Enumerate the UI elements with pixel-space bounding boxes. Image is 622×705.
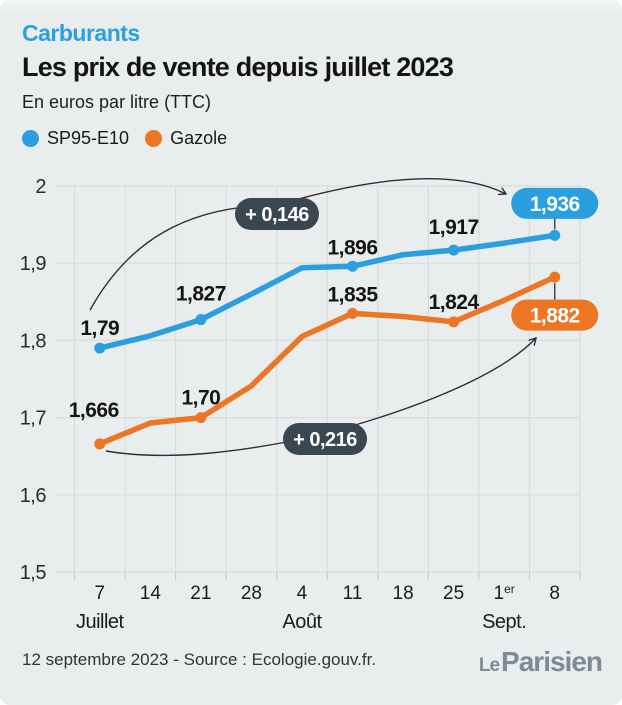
point-value-label: 1,827	[176, 283, 226, 306]
x-tick-label: 14	[140, 583, 162, 604]
month-label: Août	[282, 611, 322, 633]
y-tick-label: 1,6	[20, 485, 47, 507]
month-label: Sept.	[482, 611, 526, 633]
x-tick-label: 18	[393, 583, 414, 604]
x-tick-label: 4	[297, 583, 308, 604]
delta-annotation-pill	[283, 423, 367, 455]
x-tick-label: 25	[443, 583, 464, 604]
data-point	[195, 412, 207, 424]
data-point	[448, 244, 460, 256]
data-point	[195, 314, 207, 326]
legend-item-gazole: Gazole	[145, 128, 227, 149]
x-tick-label: 21	[190, 583, 211, 604]
y-tick-label: 1,5	[20, 562, 47, 584]
data-point	[94, 438, 106, 450]
data-point	[347, 307, 359, 319]
footer: 12 septembre 2023 - Source : Ecologie.go…	[22, 646, 603, 677]
page-title: Les prix de vente depuis juillet 2023	[22, 52, 454, 82]
end-value-badge-text: 1,882	[530, 305, 580, 328]
series-line-sp95-e10	[97, 232, 558, 351]
data-point	[549, 229, 561, 241]
end-value-badge-text: 1,936	[530, 193, 580, 216]
x-tick-label: 7	[94, 583, 105, 604]
point-value-label: 1,917	[429, 216, 479, 239]
point-value-label: 1,70	[181, 387, 220, 410]
point-value-label: 1,835	[327, 283, 378, 306]
y-tick-label: 2	[35, 176, 46, 198]
x-tick-label: 28	[241, 583, 262, 604]
point-value-label: 1,666	[69, 399, 119, 422]
source-note: 12 septembre 2023 - Source : Ecologie.go…	[22, 650, 377, 669]
delta-annotation-pill	[235, 198, 319, 230]
y-tick-label: 1,8	[20, 330, 47, 352]
x-tick-label: 11	[343, 583, 363, 604]
data-point	[94, 342, 106, 354]
y-tick-label: 1,9	[20, 253, 47, 275]
month-label: Juillet	[76, 611, 125, 633]
point-value-label: 1,896	[327, 236, 377, 259]
legend-label-sp95: SP95-E10	[47, 128, 130, 148]
y-tick-label: 1,7	[20, 408, 47, 430]
data-point	[549, 271, 561, 283]
leparisien-logo: LeParisien	[478, 646, 603, 677]
series-line-gazole	[97, 274, 558, 447]
gazole-legend-dot-icon	[145, 130, 163, 147]
data-point	[347, 260, 359, 272]
point-value-label: 1,79	[80, 317, 119, 340]
data-point	[448, 316, 460, 328]
x-tick-label: 8	[549, 583, 560, 604]
delta-annotation-text: + 0,146	[245, 204, 309, 226]
legend: SP95-E10 Gazole	[22, 128, 453, 149]
legend-item-sp95: SP95-E10	[22, 128, 129, 149]
x-tick-label: 1er	[494, 582, 515, 604]
sp95-legend-dot-icon	[22, 130, 39, 147]
header: Carburants Les prix de vente depuis juil…	[22, 20, 454, 149]
delta-annotation-text: + 0,216	[293, 429, 357, 451]
end-value-badge	[511, 299, 599, 331]
chart-subtitle: En euros par litre (TTC)	[22, 92, 212, 112]
legend-label-gazole: Gazole	[170, 128, 228, 148]
kicker: Carburants	[22, 20, 140, 46]
point-value-label: 1,824	[429, 291, 480, 314]
end-value-badge	[511, 187, 599, 219]
